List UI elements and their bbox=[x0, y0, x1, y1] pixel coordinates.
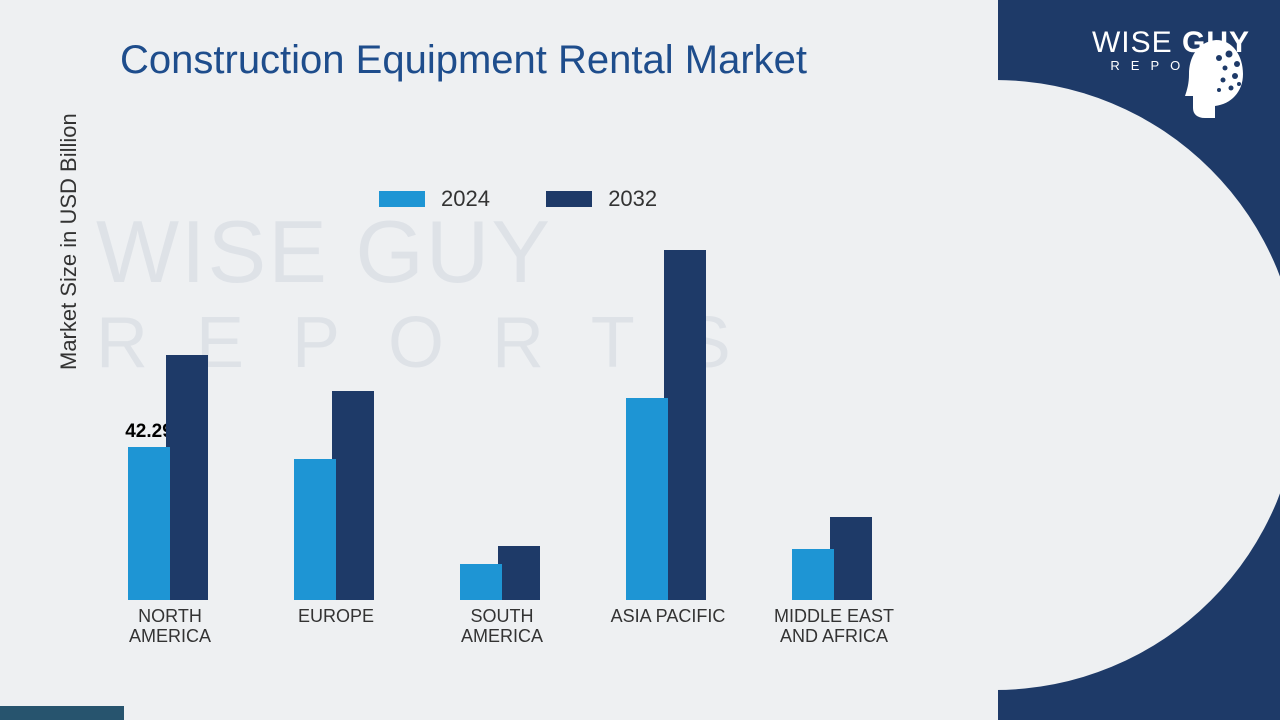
legend: 2024 2032 bbox=[100, 185, 930, 213]
bar bbox=[166, 355, 208, 600]
bar bbox=[830, 517, 872, 600]
bar bbox=[128, 447, 170, 600]
bar bbox=[332, 391, 374, 600]
bar bbox=[460, 564, 502, 600]
bar bbox=[664, 250, 706, 600]
chart-title: Construction Equipment Rental Market bbox=[120, 37, 807, 83]
bar bbox=[294, 459, 336, 600]
chart-canvas: WISE GUY REPORTS Construction Equipment … bbox=[0, 0, 1280, 720]
category-label: ASIA PACIFIC bbox=[598, 600, 738, 626]
plot-area: 2024 2032 NORTH AMERICA EUROPE SOUTH AMERI… bbox=[100, 185, 930, 600]
bar bbox=[792, 549, 834, 600]
bar-group: SOUTH AMERICA bbox=[460, 239, 540, 600]
bar bbox=[498, 546, 540, 600]
bar-group: NORTH AMERICA bbox=[128, 239, 208, 600]
bottom-accent-bar bbox=[0, 706, 124, 720]
bar-group: ASIA PACIFIC bbox=[626, 239, 706, 600]
category-label: SOUTH AMERICA bbox=[432, 600, 572, 646]
brand-head-icon bbox=[1182, 34, 1254, 124]
category-label: MIDDLE EAST AND AFRICA bbox=[764, 600, 904, 646]
category-label: NORTH AMERICA bbox=[100, 600, 240, 646]
legend-label-0: 2024 bbox=[441, 186, 490, 212]
bar-group: MIDDLE EAST AND AFRICA bbox=[792, 239, 872, 600]
bar bbox=[626, 398, 668, 600]
chart-body: NORTH AMERICA EUROPE SOUTH AMERICA ASIA PAC… bbox=[100, 239, 930, 600]
bar-group: EUROPE bbox=[294, 239, 374, 600]
y-axis-label: Market Size in USD Billion bbox=[56, 113, 82, 370]
legend-swatch-1 bbox=[546, 191, 592, 207]
category-label: EUROPE bbox=[266, 600, 406, 626]
legend-swatch-0 bbox=[379, 191, 425, 207]
brand-text-a: WISE bbox=[1092, 26, 1182, 59]
brand-logo: WISE GUY REPORTS bbox=[1092, 26, 1250, 73]
legend-label-1: 2032 bbox=[608, 186, 657, 212]
